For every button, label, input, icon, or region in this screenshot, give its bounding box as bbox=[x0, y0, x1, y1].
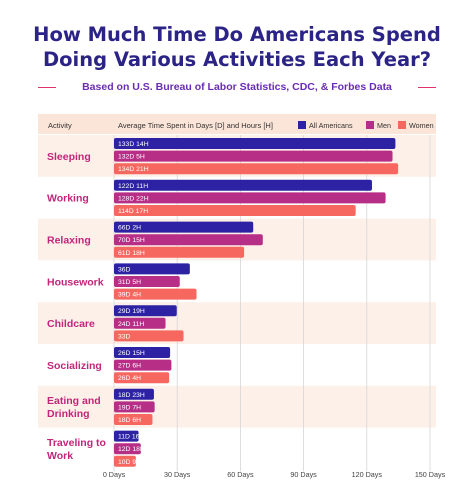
x-tick-label: 60 Days bbox=[227, 470, 254, 479]
category-label: Drinking bbox=[47, 408, 90, 420]
category-label: Socializing bbox=[47, 360, 102, 372]
category-band bbox=[38, 302, 436, 344]
bar-men bbox=[114, 443, 141, 455]
bar-men bbox=[114, 276, 180, 287]
chart-title: How Much Time Do Americans Spend Doing V… bbox=[0, 22, 474, 72]
bar-all bbox=[114, 263, 190, 275]
bar-women bbox=[114, 205, 356, 216]
bar-value-label: 39D 4H bbox=[118, 292, 141, 299]
category-band bbox=[38, 385, 436, 428]
bar-value-label: 36D bbox=[118, 266, 131, 273]
bar-value-label: 70D 15H bbox=[118, 237, 145, 244]
bar-men bbox=[114, 234, 263, 246]
category-label: Traveling to bbox=[47, 437, 106, 449]
subtitle-row: Based on U.S. Bureau of Labor Statistics… bbox=[0, 80, 474, 94]
bar-women bbox=[114, 414, 153, 425]
bar-men bbox=[114, 359, 172, 371]
bar-all bbox=[114, 305, 177, 317]
header-axis: Average Time Spent in Days [D] and Hours… bbox=[118, 121, 273, 130]
legend-swatch-men bbox=[366, 121, 374, 129]
bar-men bbox=[114, 317, 166, 329]
bar-all bbox=[114, 388, 154, 400]
bar-value-label: 26D 15H bbox=[118, 350, 145, 357]
x-tick-label: 90 Days bbox=[290, 470, 317, 479]
bar-value-label: 12D 18H bbox=[118, 446, 145, 453]
bar-all bbox=[114, 138, 396, 149]
x-tick-label: 30 Days bbox=[164, 470, 191, 479]
category-label: Work bbox=[47, 450, 73, 462]
category-label: Eating and bbox=[47, 395, 101, 407]
category-label: Relaxing bbox=[47, 235, 91, 247]
category-label: Housework bbox=[47, 276, 104, 288]
title-line-2: Doing Various Activities Each Year? bbox=[42, 48, 432, 71]
bar-value-label: 29D 19H bbox=[118, 308, 145, 315]
bar-all bbox=[114, 179, 372, 191]
legend-label-women: Women bbox=[409, 121, 434, 130]
bar-value-label: 24D 11H bbox=[118, 321, 144, 328]
x-tick-label: 150 Days bbox=[415, 470, 446, 479]
legend-label-men: Men bbox=[377, 121, 391, 130]
bar-value-label: 33D bbox=[118, 333, 131, 340]
bar-value-label: 18D 6H bbox=[118, 417, 141, 424]
subtitle-rule-right bbox=[418, 87, 436, 88]
category-label: Working bbox=[47, 193, 89, 205]
bar-value-label: 132D 5H bbox=[118, 154, 145, 161]
bar-value-label: 128D 22H bbox=[118, 195, 149, 202]
bar-women bbox=[114, 455, 136, 467]
legend-swatch-women bbox=[398, 121, 406, 129]
bar-value-label: 133D 14H bbox=[118, 141, 149, 148]
bar-value-label: 18D 23H bbox=[118, 392, 145, 399]
title-line-1: How Much Time Do Americans Spend bbox=[33, 23, 441, 46]
bar-value-label: 31D 5H bbox=[118, 279, 141, 286]
bar-value-label: 27D 6H bbox=[118, 363, 141, 370]
bar-value-label: 66D 2H bbox=[118, 225, 141, 232]
subtitle-rule-left bbox=[38, 87, 56, 88]
bar-women bbox=[114, 163, 399, 175]
bar-value-label: 26D 4H bbox=[118, 375, 141, 382]
header-activity: Activity bbox=[48, 121, 72, 130]
bar-women bbox=[114, 330, 184, 342]
category-label: Sleeping bbox=[47, 151, 91, 163]
bar-all bbox=[114, 221, 254, 233]
bar-value-label: 122D 11H bbox=[118, 183, 148, 190]
bar-women bbox=[114, 246, 245, 258]
bar-men bbox=[114, 192, 386, 204]
bar-value-label: 61D 18H bbox=[118, 250, 145, 257]
bar-women bbox=[114, 288, 197, 300]
bar-all bbox=[114, 430, 139, 442]
header-band bbox=[38, 114, 436, 134]
bar-value-label: 134D 21H bbox=[118, 166, 149, 173]
bar-men bbox=[114, 401, 155, 413]
x-tick-label: 120 Days bbox=[352, 470, 383, 479]
category-label: Childcare bbox=[47, 318, 95, 330]
bar-value-label: 11D 16H bbox=[118, 434, 144, 441]
bar-value-label: 19D 7H bbox=[118, 404, 141, 411]
bar-women bbox=[114, 372, 170, 384]
bar-value-label: 10D 9H bbox=[118, 459, 141, 466]
chart-subtitle: Based on U.S. Bureau of Labor Statistics… bbox=[82, 81, 392, 93]
x-tick-label: 0 Days bbox=[103, 470, 126, 479]
legend-swatch-all bbox=[298, 121, 306, 129]
bar-all bbox=[114, 347, 171, 358]
bar-men bbox=[114, 150, 393, 162]
bar-value-label: 114D 17H bbox=[118, 208, 148, 215]
legend-label-all: All Americans bbox=[309, 121, 353, 130]
